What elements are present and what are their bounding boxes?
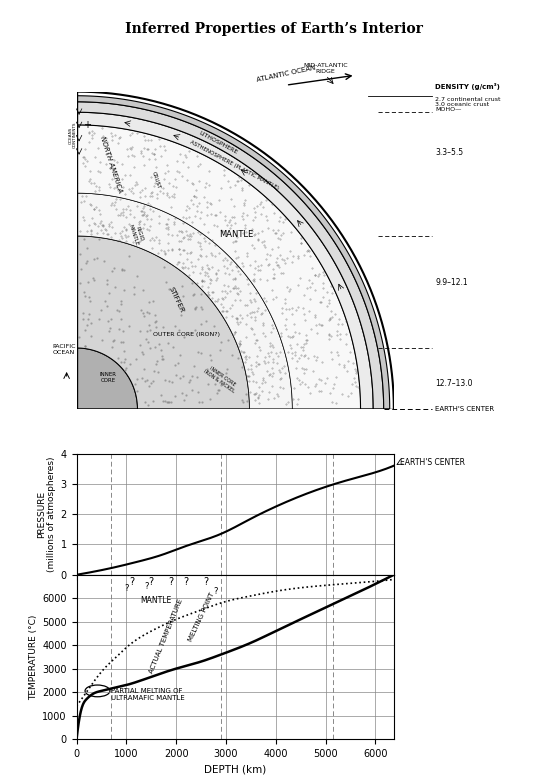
Text: +: + xyxy=(83,120,91,130)
X-axis label: DEPTH (km): DEPTH (km) xyxy=(204,764,266,774)
Text: PARTIAL MELTING OF
ULTRAMAFIC MANTLE: PARTIAL MELTING OF ULTRAMAFIC MANTLE xyxy=(112,688,185,701)
Text: 2.7 continental crust: 2.7 continental crust xyxy=(435,97,501,102)
Text: INNER CORE
IRON & NICKEL: INNER CORE IRON & NICKEL xyxy=(203,364,239,394)
Text: INNER
CORE: INNER CORE xyxy=(100,372,117,383)
Text: PACIFIC
OCEAN: PACIFIC OCEAN xyxy=(53,344,76,354)
Text: ?: ? xyxy=(168,577,174,586)
Text: ?: ? xyxy=(129,577,134,586)
Text: RIGID
MANTLE: RIGID MANTLE xyxy=(128,222,145,247)
Y-axis label: TEMPERATURE (°C): TEMPERATURE (°C) xyxy=(29,614,38,700)
Text: MANTLE: MANTLE xyxy=(141,596,172,605)
Text: ACTUAL TEMPERATURE: ACTUAL TEMPERATURE xyxy=(148,597,184,674)
Text: OCEANS
CONTINENTS: OCEANS CONTINENTS xyxy=(68,122,77,149)
Text: 3.3–5.5: 3.3–5.5 xyxy=(435,148,463,157)
Text: NORTH AMERICA: NORTH AMERICA xyxy=(100,136,124,194)
Text: ?: ? xyxy=(124,584,129,594)
Text: CRUST: CRUST xyxy=(151,170,161,189)
Text: MOHO—: MOHO— xyxy=(435,107,462,112)
Text: EARTH'S CENTER: EARTH'S CENTER xyxy=(400,458,465,467)
Text: ?: ? xyxy=(144,582,149,591)
Text: ATLANTIC OCEAN: ATLANTIC OCEAN xyxy=(256,64,316,83)
Wedge shape xyxy=(77,348,137,409)
Y-axis label: PRESSURE
(millions of atmospheres): PRESSURE (millions of atmospheres) xyxy=(37,457,56,572)
Polygon shape xyxy=(77,102,383,409)
Text: ?: ? xyxy=(203,577,208,586)
Polygon shape xyxy=(77,236,249,409)
Text: OUTER CORE (IRON?): OUTER CORE (IRON?) xyxy=(153,332,220,337)
Polygon shape xyxy=(77,193,292,409)
Polygon shape xyxy=(77,125,360,409)
Text: STIFFER: STIFFER xyxy=(167,285,185,313)
Text: ASTHENOSPHERE (PLASTIC MANTLE): ASTHENOSPHERE (PLASTIC MANTLE) xyxy=(189,140,280,191)
Polygon shape xyxy=(77,95,389,409)
Text: LITHOSPHERE: LITHOSPHERE xyxy=(198,130,238,155)
Text: ?: ? xyxy=(184,577,189,586)
Text: ?: ? xyxy=(149,577,154,586)
Text: MID-ATLANTIC
RIDGE: MID-ATLANTIC RIDGE xyxy=(303,63,348,74)
Text: ?: ? xyxy=(214,586,218,596)
Text: 12.7–13.0: 12.7–13.0 xyxy=(435,379,473,388)
Text: Inferred Properties of Earth’s Interior: Inferred Properties of Earth’s Interior xyxy=(125,22,422,36)
Text: 3.0 oceanic crust: 3.0 oceanic crust xyxy=(435,102,489,107)
Text: 9.9–12.1: 9.9–12.1 xyxy=(435,278,468,286)
Text: EARTH'S CENTER: EARTH'S CENTER xyxy=(435,406,494,412)
Polygon shape xyxy=(77,113,373,409)
Text: MANTLE: MANTLE xyxy=(219,230,253,239)
Text: DENSITY (g/cm³): DENSITY (g/cm³) xyxy=(435,83,500,90)
Text: MELTING POINT: MELTING POINT xyxy=(187,591,215,643)
